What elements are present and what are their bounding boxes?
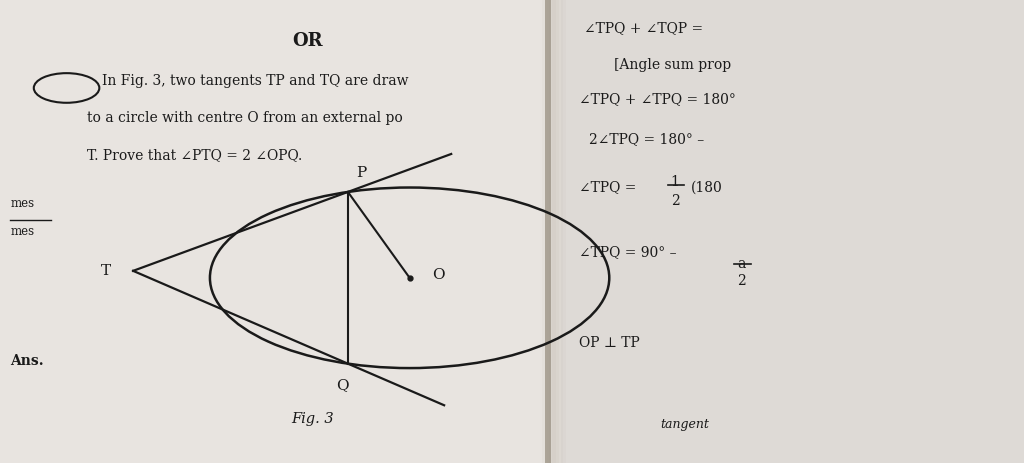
Text: 2∠TPQ = 180° –: 2∠TPQ = 180° – (589, 132, 705, 146)
Text: In Fig. 3, two tangents TP and TQ are draw: In Fig. 3, two tangents TP and TQ are dr… (102, 74, 409, 88)
Bar (543, 0, 545, 463)
Bar (556, 0, 558, 463)
Text: ∠TPQ = 90° –: ∠TPQ = 90° – (579, 245, 676, 259)
Text: Q: Q (337, 378, 349, 393)
Bar (545, 0, 551, 463)
Text: ∠TPQ + ∠TPQ = 180°: ∠TPQ + ∠TPQ = 180° (579, 93, 735, 106)
Bar (550, 0, 552, 463)
Text: 2: 2 (671, 194, 680, 208)
Text: (180: (180 (691, 181, 723, 194)
Bar (563, 0, 565, 463)
Text: mes: mes (10, 225, 35, 238)
Bar (559, 0, 561, 463)
Bar (541, 0, 543, 463)
Bar (0, 0, 561, 463)
Bar (554, 0, 556, 463)
Text: ∠TPQ =: ∠TPQ = (579, 181, 636, 194)
Text: mes: mes (10, 197, 35, 210)
Text: OR: OR (292, 32, 323, 50)
Text: Ans.: Ans. (10, 354, 44, 368)
Bar (547, 0, 549, 463)
Bar (561, 0, 563, 463)
Bar (545, 0, 547, 463)
Text: 1: 1 (671, 175, 680, 189)
Text: T. Prove that ∠PTQ = 2 ∠OPQ.: T. Prove that ∠PTQ = 2 ∠OPQ. (87, 148, 302, 162)
Text: P: P (356, 166, 367, 181)
Bar (552, 0, 554, 463)
Bar (566, 0, 568, 463)
Text: tangent: tangent (660, 418, 710, 431)
Text: T: T (100, 264, 111, 278)
Text: ∠TPQ + ∠TQP =: ∠TPQ + ∠TQP = (584, 21, 702, 35)
Text: [Angle sum prop: [Angle sum prop (614, 58, 731, 72)
Text: to a circle with centre O from an external po: to a circle with centre O from an extern… (87, 111, 402, 125)
Text: OP ⊥ TP: OP ⊥ TP (579, 336, 639, 350)
Text: a: a (737, 257, 745, 271)
Text: O: O (432, 269, 444, 282)
Text: 2: 2 (737, 274, 746, 288)
Bar (561, 0, 1024, 463)
Text: Fig. 3: Fig. 3 (291, 412, 334, 426)
